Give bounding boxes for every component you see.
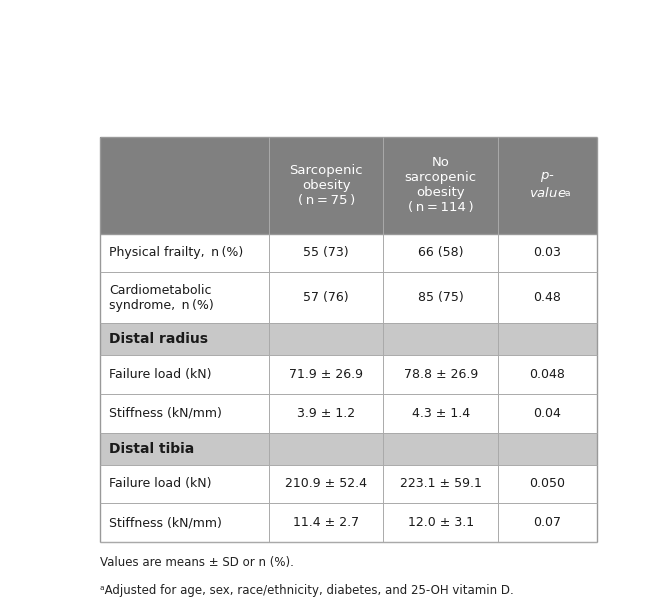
Text: $p$-
$value$: $p$- $value$ bbox=[529, 170, 566, 201]
Text: Failure load (kN): Failure load (kN) bbox=[109, 368, 212, 381]
Bar bbox=[99, 137, 597, 234]
Text: Values are means ± SD or n (%).: Values are means ± SD or n (%). bbox=[99, 556, 294, 569]
Text: 85 (75): 85 (75) bbox=[418, 291, 464, 304]
Text: 71.9 ± 26.9: 71.9 ± 26.9 bbox=[289, 368, 363, 381]
Bar bbox=[99, 355, 597, 394]
Text: ᵃAdjusted for age, sex, race/ethnicity, diabetes, and 25-OH vitamin D.: ᵃAdjusted for age, sex, race/ethnicity, … bbox=[99, 584, 513, 597]
Bar bbox=[99, 272, 597, 323]
Text: Sarcopenic
obesity
( n = 75 ): Sarcopenic obesity ( n = 75 ) bbox=[290, 164, 363, 207]
Text: 210.9 ± 52.4: 210.9 ± 52.4 bbox=[285, 477, 367, 490]
Text: 3.9 ± 1.2: 3.9 ± 1.2 bbox=[297, 407, 355, 420]
Text: 66 (58): 66 (58) bbox=[418, 247, 464, 259]
Text: 78.8 ± 26.9: 78.8 ± 26.9 bbox=[404, 368, 478, 381]
Bar bbox=[99, 433, 597, 465]
Bar bbox=[99, 465, 597, 503]
Bar bbox=[99, 503, 597, 542]
Text: 0.048: 0.048 bbox=[530, 368, 565, 381]
Text: 11.4 ± 2.7: 11.4 ± 2.7 bbox=[293, 516, 360, 529]
Text: 0.050: 0.050 bbox=[530, 477, 566, 490]
Bar bbox=[99, 234, 597, 272]
Text: 4.3 ± 1.4: 4.3 ± 1.4 bbox=[412, 407, 470, 420]
Text: 12.0 ± 3.1: 12.0 ± 3.1 bbox=[408, 516, 474, 529]
Text: a: a bbox=[564, 189, 570, 198]
Text: 0.07: 0.07 bbox=[534, 516, 562, 529]
Text: No
sarcopenic
obesity
( n = 114 ): No sarcopenic obesity ( n = 114 ) bbox=[405, 156, 477, 214]
Text: Stiffness (kN/mm): Stiffness (kN/mm) bbox=[109, 407, 222, 420]
Text: 223.1 ± 59.1: 223.1 ± 59.1 bbox=[400, 477, 482, 490]
Text: 0.04: 0.04 bbox=[534, 407, 561, 420]
Text: Physical frailty,  n (%): Physical frailty, n (%) bbox=[109, 247, 243, 259]
Text: 0.03: 0.03 bbox=[534, 247, 561, 259]
Text: Distal radius: Distal radius bbox=[109, 332, 208, 346]
Text: Failure load (kN): Failure load (kN) bbox=[109, 477, 212, 490]
Bar bbox=[99, 394, 597, 433]
Bar bbox=[99, 323, 597, 355]
Text: Distal tibia: Distal tibia bbox=[109, 441, 194, 455]
Text: 57 (76): 57 (76) bbox=[303, 291, 349, 304]
Text: 0.48: 0.48 bbox=[534, 291, 561, 304]
Text: Stiffness (kN/mm): Stiffness (kN/mm) bbox=[109, 516, 222, 529]
Text: 55 (73): 55 (73) bbox=[303, 247, 349, 259]
Text: Cardiometabolic
syndrome,  n (%): Cardiometabolic syndrome, n (%) bbox=[109, 284, 214, 312]
